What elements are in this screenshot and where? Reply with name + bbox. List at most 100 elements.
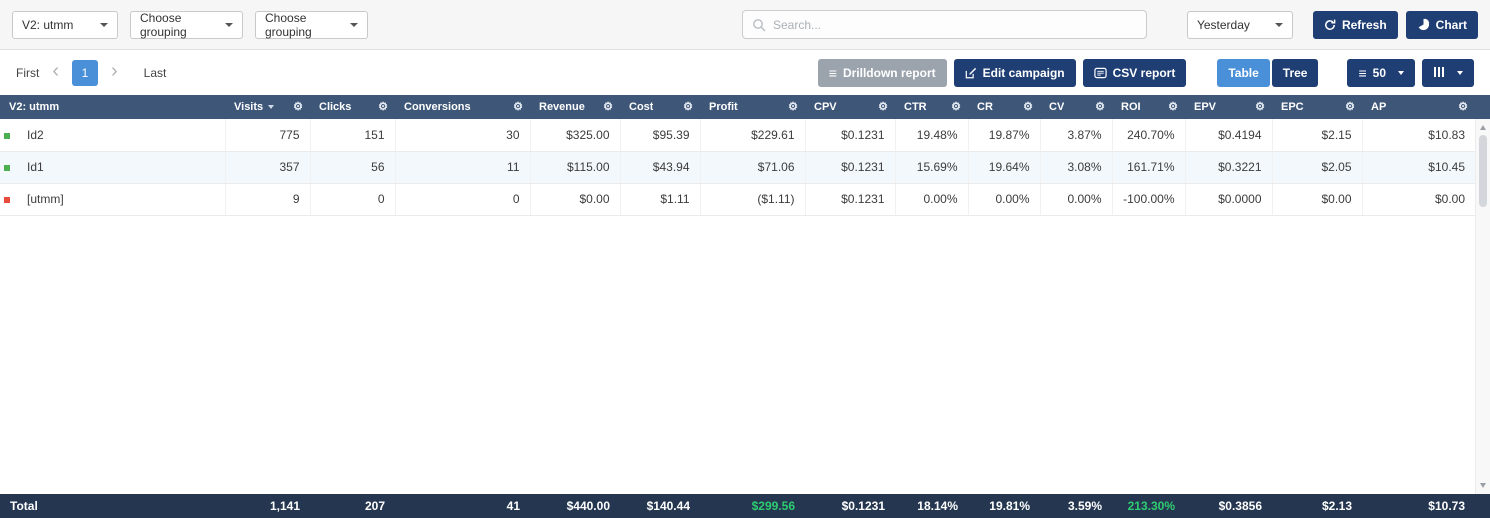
metric-cell: $1.11: [620, 183, 701, 216]
column-settings-gear-icon[interactable]: ⚙: [1023, 100, 1033, 113]
chevron-left-icon[interactable]: ‹: [52, 60, 59, 82]
table-row[interactable]: Id1 357 56 11 $115.00 $43.94 $71.06 $0.1231 15.6…: [0, 151, 1475, 184]
header-row: V2: utmm Visits ⚙ Clicks ⚙ Conversions ⚙ Revenu…: [0, 95, 1475, 119]
total-label: Total: [10, 499, 38, 513]
pagination-last[interactable]: Last: [143, 65, 167, 80]
grouping-select-1[interactable]: Choose grouping: [130, 10, 243, 39]
pagination-bar: First ‹ 1 › Last ≡ Drilldown report Edit…: [0, 50, 1490, 95]
column-label[interactable]: EPC: [1281, 101, 1304, 113]
column-label[interactable]: EPV: [1194, 101, 1217, 113]
metric-cell: $2.05: [1272, 151, 1363, 184]
list-icon: ≡: [828, 64, 837, 81]
column-settings-gear-icon[interactable]: ⚙: [513, 100, 523, 113]
column-label[interactable]: CTR: [904, 101, 927, 113]
column-label[interactable]: AP: [1371, 101, 1387, 113]
edit-campaign-label: Edit campaign: [982, 65, 1065, 80]
column-label[interactable]: Visits: [234, 101, 264, 113]
search-icon: [753, 18, 766, 31]
edit-campaign-button[interactable]: Edit campaign: [953, 58, 1076, 87]
row-name: Id2: [27, 127, 44, 142]
total-cell: $10.73: [1428, 499, 1465, 513]
metric-cell: 357: [225, 151, 311, 184]
columns-settings-button[interactable]: [1422, 58, 1474, 87]
status-indicator: [4, 132, 10, 139]
scrollbar-thumb[interactable]: [1479, 135, 1487, 207]
column-label[interactable]: Cost: [629, 101, 654, 113]
search-box: [741, 10, 1147, 39]
metric-cell: 775: [225, 119, 311, 152]
drilldown-report-button[interactable]: ≡ Drilldown report: [817, 58, 947, 87]
metric-cell: $2.15: [1272, 119, 1363, 152]
metric-cell: 0.00%: [895, 183, 969, 216]
row-name: Id1: [27, 160, 44, 174]
refresh-icon: [1325, 19, 1336, 30]
campaign-select[interactable]: V2: utmm: [12, 10, 118, 39]
tree-view-button[interactable]: Tree: [1271, 58, 1319, 87]
status-indicator: [4, 196, 10, 203]
pagination-page-1[interactable]: 1: [72, 59, 98, 86]
chevron-right-icon[interactable]: ›: [111, 60, 118, 82]
column-settings-gear-icon[interactable]: ⚙: [293, 100, 303, 113]
vertical-scrollbar[interactable]: [1475, 119, 1490, 494]
total-cell: $299.56: [751, 499, 795, 513]
column-settings-gear-icon[interactable]: ⚙: [1095, 100, 1105, 113]
metric-cell: 3.87%: [1040, 119, 1113, 152]
column-settings-gear-icon[interactable]: ⚙: [878, 100, 888, 113]
metric-cell: $0.00: [1272, 183, 1363, 216]
column-label[interactable]: ROI: [1121, 101, 1141, 113]
csv-report-button[interactable]: CSV report: [1082, 58, 1187, 87]
total-cell: $2.13: [1321, 499, 1352, 513]
column-label[interactable]: V2: utmm: [9, 101, 60, 113]
csv-file-icon: [1093, 67, 1107, 78]
refresh-button[interactable]: Refresh: [1312, 10, 1398, 39]
column-settings-gear-icon[interactable]: ⚙: [603, 100, 613, 113]
page-size-button[interactable]: ≡ 50: [1347, 58, 1415, 87]
total-cell: $440.00: [566, 499, 610, 513]
column-settings-gear-icon[interactable]: ⚙: [1458, 100, 1468, 113]
chevron-down-icon: [1457, 70, 1463, 75]
metric-cell: 56: [310, 151, 396, 184]
status-indicator: [4, 164, 10, 171]
total-bar: Total 1,141 207 41 $440.00 $140.44 $299.56 $0.1…: [0, 494, 1490, 518]
drilldown-label: Drilldown report: [842, 65, 936, 80]
metric-cell: $71.06: [700, 151, 806, 184]
metric-cell: $0.0000: [1185, 183, 1273, 216]
total-cell: 41: [506, 499, 520, 513]
column-settings-gear-icon[interactable]: ⚙: [1168, 100, 1178, 113]
column-settings-gear-icon[interactable]: ⚙: [951, 100, 961, 113]
total-cell: 18.14%: [917, 499, 958, 513]
table-row[interactable]: [utmm] 9 0 0 $0.00 $1.11 ($1.11) $0.1231 0.00% 0.…: [0, 183, 1475, 216]
table-view-button[interactable]: Table: [1217, 58, 1270, 87]
pagination-first[interactable]: First: [16, 65, 40, 80]
metric-cell: $0.00: [530, 183, 621, 216]
chart-button[interactable]: Chart: [1405, 10, 1478, 39]
column-label[interactable]: CV: [1049, 101, 1065, 113]
column-settings-gear-icon[interactable]: ⚙: [378, 100, 388, 113]
search-input[interactable]: [772, 17, 1137, 32]
column-settings-gear-icon[interactable]: ⚙: [1255, 100, 1265, 113]
scroll-down-icon[interactable]: [1480, 483, 1486, 488]
sort-desc-icon: [268, 105, 275, 109]
column-settings-gear-icon[interactable]: ⚙: [683, 100, 693, 113]
column-label[interactable]: Profit: [709, 101, 738, 113]
metric-cell: $0.4194: [1185, 119, 1273, 152]
date-range-select[interactable]: Yesterday: [1186, 10, 1293, 39]
column-label[interactable]: Clicks: [319, 101, 352, 113]
column-settings-gear-icon[interactable]: ⚙: [1345, 100, 1355, 113]
grouping-select-2-value: Choose grouping: [265, 10, 312, 39]
metric-cell: 161.71%: [1112, 151, 1186, 184]
scroll-up-icon[interactable]: [1480, 125, 1486, 130]
table-row[interactable]: Id2 775 151 30 $325.00 $95.39 $229.61 $0.1231 19…: [0, 119, 1475, 152]
table-body: Id2 775 151 30 $325.00 $95.39 $229.61 $0.1231 19…: [0, 119, 1475, 216]
csv-label: CSV report: [1112, 65, 1176, 80]
metric-cell: -100.00%: [1112, 183, 1186, 216]
table-header: V2: utmm Visits ⚙ Clicks ⚙ Conversions ⚙ Revenu…: [0, 95, 1490, 119]
metric-cell: $0.1231: [805, 151, 896, 184]
column-label[interactable]: CPV: [814, 101, 837, 113]
column-label[interactable]: Revenue: [539, 101, 585, 113]
grouping-select-2[interactable]: Choose grouping: [255, 10, 368, 39]
column-label[interactable]: CR: [977, 101, 993, 113]
column-label[interactable]: Conversions: [404, 101, 471, 113]
column-settings-gear-icon[interactable]: ⚙: [788, 100, 798, 113]
total-row: Total 1,141 207 41 $440.00 $140.44 $299.56 $0.1…: [0, 494, 1475, 518]
